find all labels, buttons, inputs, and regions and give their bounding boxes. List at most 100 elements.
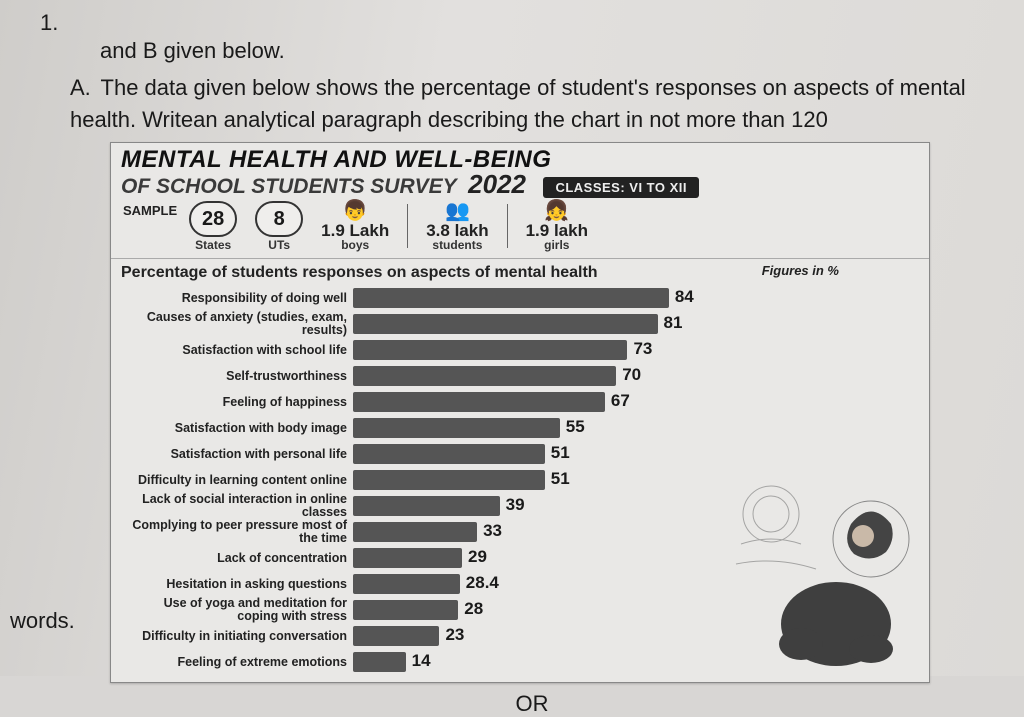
bar-wrap: 51 (353, 444, 729, 464)
bar-value: 51 (545, 469, 570, 489)
infographic-title-2: OF SCHOOL STUDENTS SURVEY 2022 (121, 172, 919, 197)
bar (353, 392, 605, 412)
bar-label: Difficulty in initiating conversation (121, 630, 353, 643)
bar (353, 626, 439, 646)
infographic: MENTAL HEALTH AND WELL-BEING OF SCHOOL S… (110, 142, 930, 683)
bar-wrap: 70 (353, 366, 729, 386)
student-illustration (731, 484, 921, 674)
pill-states: 28 States (189, 201, 237, 251)
bar-wrap: 33 (353, 522, 729, 542)
bar-wrap: 73 (353, 340, 729, 360)
bar-label: Causes of anxiety (studies, exam, result… (121, 311, 353, 336)
bar-label: Difficulty in learning content online (121, 474, 353, 487)
bar-label: Feeling of extreme emotions (121, 656, 353, 669)
infographic-header: MENTAL HEALTH AND WELL-BEING OF SCHOOL S… (111, 143, 929, 199)
question-text: A. The data given below shows the percen… (70, 72, 994, 136)
bar-row: Satisfaction with school life73 (121, 338, 729, 362)
bar-value: 70 (616, 365, 641, 385)
page: 1. and B given below. A. The data given … (0, 0, 1024, 676)
bar-label: Feeling of happiness (121, 396, 353, 409)
bar (353, 418, 560, 438)
bar-value: 29 (462, 547, 487, 567)
bar-wrap: 29 (353, 548, 729, 568)
stat-girls-sub: girls (544, 239, 569, 252)
bar (353, 600, 458, 620)
bar (353, 444, 545, 464)
stat-boys-num: 1.9 Lakh (321, 222, 389, 240)
bar-value: 51 (545, 443, 570, 463)
bar-wrap: 51 (353, 470, 729, 490)
bar-row: Satisfaction with body image 55 (121, 416, 729, 440)
bar-label: Responsibility of doing well (121, 292, 353, 305)
bar-wrap: 67 (353, 392, 729, 412)
bar-row: Responsibility of doing well 84 (121, 286, 729, 310)
stat-boys: 👦 1.9 Lakh boys (321, 201, 389, 252)
bar-label: Self-trustworthiness (121, 370, 353, 383)
bar-value: 39 (500, 495, 525, 515)
bar-value: 84 (669, 287, 694, 307)
sample-label: SAMPLE (123, 203, 177, 218)
bar (353, 496, 500, 516)
bar-row: Self-trustworthiness 70 (121, 364, 729, 388)
bar-label: Hesitation in asking questions (121, 578, 353, 591)
bar-row: Lack of concentration 29 (121, 546, 729, 570)
bar-row: Feeling of happiness 67 (121, 390, 729, 414)
bar-row: Use of yoga and meditation for coping wi… (121, 598, 729, 622)
question-body: The data given below shows the percentag… (70, 75, 966, 132)
bar-wrap: 39 (353, 496, 729, 516)
bar (353, 340, 627, 360)
bar-label: Complying to peer pressure most of the t… (121, 519, 353, 544)
bar (353, 366, 616, 386)
bar-wrap: 55 (353, 418, 729, 438)
girl-icon: 👧 (544, 201, 569, 222)
bar-value: 14 (406, 651, 431, 671)
infographic-subtitle: OF SCHOOL STUDENTS SURVEY (121, 175, 456, 198)
bar-label: Satisfaction with personal life (121, 448, 353, 461)
bar-row: Causes of anxiety (studies, exam, result… (121, 312, 729, 336)
pill-uts: 8 UTs (255, 201, 303, 251)
bar-chart: Percentage of students responses on aspe… (111, 259, 929, 682)
stat-boys-sub: boys (341, 239, 369, 252)
bar-label: Use of yoga and meditation for coping wi… (121, 597, 353, 622)
bar-label: Lack of social interaction in online cla… (121, 493, 353, 518)
bar-value: 28.4 (460, 573, 499, 593)
stat-students-sub: students (432, 239, 482, 252)
bar-label: Lack of concentration (121, 552, 353, 565)
classes-badge: CLASSES: VI TO XII (543, 177, 699, 198)
pill-states-sub: States (195, 239, 231, 251)
bar (353, 548, 462, 568)
bar-wrap: 81 (353, 314, 729, 334)
infographic-year: 2022 (468, 169, 526, 199)
bar-row: Feeling of extreme emotions 14 (121, 650, 729, 674)
bars-container: Responsibility of doing well 84 Causes of … (121, 286, 729, 674)
boy-icon: 👦 (343, 201, 368, 222)
bar-row: Difficulty in learning content online 51 (121, 468, 729, 492)
bar-row: Difficulty in initiating conversation 23 (121, 624, 729, 648)
bar-row: Hesitation in asking questions 28.4 (121, 572, 729, 596)
bar-value: 67 (605, 391, 630, 411)
bar-wrap: 84 (353, 288, 729, 308)
bar-value: 55 (560, 417, 585, 437)
stat-students: 👥 3.8 lakh students (426, 201, 488, 252)
bar (353, 574, 460, 594)
question-fragment-a: and B given below. (100, 38, 994, 64)
bar (353, 522, 477, 542)
bar-row: Lack of social interaction in online cla… (121, 494, 729, 518)
bar-value: 73 (627, 339, 652, 359)
bar (353, 314, 658, 334)
divider (507, 204, 508, 248)
bar-value: 23 (439, 625, 464, 645)
group-icon: 👥 (445, 201, 470, 222)
bar-value: 81 (658, 313, 683, 333)
pill-states-value: 28 (189, 201, 237, 237)
bar-wrap: 28.4 (353, 574, 729, 594)
bar-row: Satisfaction with personal life 51 (121, 442, 729, 466)
bar-row: Complying to peer pressure most of the t… (121, 520, 729, 544)
question-number: 1. (40, 10, 994, 36)
figures-label: Figures in % (762, 263, 839, 278)
bar-label: Satisfaction with body image (121, 422, 353, 435)
bar (353, 288, 669, 308)
bar (353, 652, 406, 672)
stat-students-num: 3.8 lakh (426, 222, 488, 240)
stat-girls-num: 1.9 lakh (526, 222, 588, 240)
